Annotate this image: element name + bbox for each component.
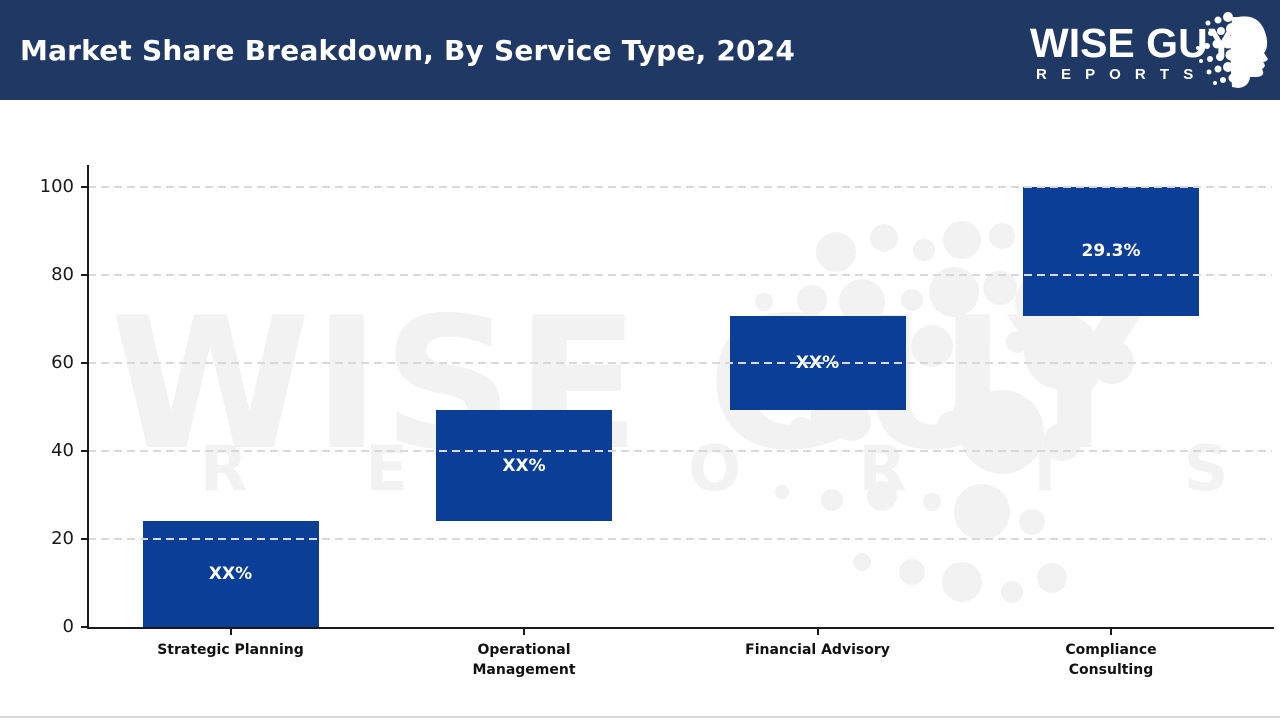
logo-sub-text: R E P O R T S [1036, 66, 1198, 83]
y-tick-label: 20 [51, 528, 74, 549]
x-category-label: Financial Advisory [745, 642, 890, 658]
y-tick-mark [81, 626, 88, 628]
bar-value-label: 29.3% [1081, 241, 1141, 262]
x-category-label: Strategic Planning [157, 642, 304, 658]
y-tick-label: 80 [51, 264, 74, 285]
y-tick-mark [81, 186, 88, 188]
watermark-dots-icon [725, 221, 1134, 603]
x-tick-mark [1110, 627, 1112, 635]
y-tick-mark [81, 274, 88, 276]
grid-line [88, 538, 1272, 540]
y-axis-line [87, 165, 89, 627]
dotted-face-icon [1196, 12, 1268, 89]
page-title: Market Share Breakdown, By Service Type,… [20, 33, 796, 67]
x-tick-mark [229, 627, 232, 635]
grid-line [88, 186, 1272, 188]
y-tick-label: 40 [51, 440, 74, 461]
bar-compliance-consulting: 29.3% [1023, 187, 1199, 316]
wiseguy-logo: WISE GUY R E P O R T S [1022, 7, 1274, 93]
grid-line [88, 362, 1272, 364]
header: Market Share Breakdown, By Service Type,… [0, 0, 1280, 100]
grid-line [88, 450, 1272, 452]
bar-value-label: XX% [208, 564, 253, 585]
grid-line [88, 274, 1272, 276]
y-tick-label: 60 [51, 352, 74, 373]
x-category-label: Compliance Consulting [1065, 642, 1157, 679]
wiseguy-logo-graphic: WISE GUY R E P O R T S [1030, 12, 1268, 89]
bar-operational-management: XX% [436, 409, 612, 522]
y-tick-mark [81, 362, 88, 364]
x-category-label: Operational Management [472, 642, 576, 679]
y-tick-mark [81, 450, 88, 452]
bar-value-label: XX% [502, 455, 546, 476]
y-tick-label: 100 [39, 176, 74, 197]
logo-brand-text: WISE GUY [1030, 20, 1235, 66]
x-tick-mark [816, 627, 819, 635]
footer-divider [0, 716, 1280, 718]
x-axis-line [87, 627, 1274, 629]
x-tick-mark [523, 627, 525, 635]
y-tick-mark [81, 538, 88, 540]
y-tick-label: 0 [62, 616, 74, 637]
